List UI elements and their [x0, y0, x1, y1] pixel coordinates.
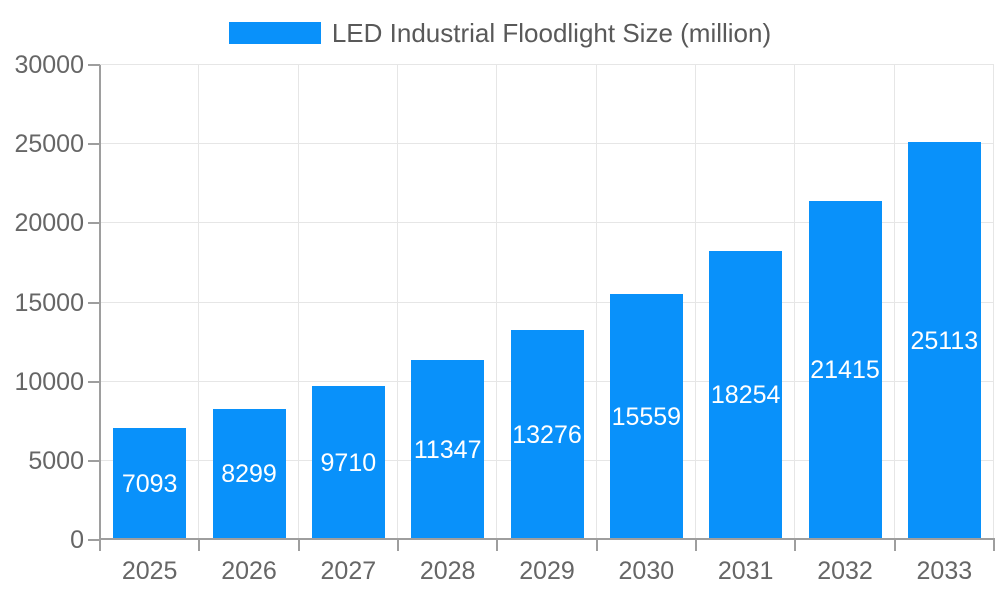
bar-value-label: 18254: [710, 381, 781, 410]
y-axis-line: [99, 65, 101, 540]
y-tick-label: 25000: [14, 130, 84, 159]
x-tick: [99, 538, 101, 551]
x-tick: [893, 538, 896, 551]
bar: [709, 250, 783, 539]
y-tick: [88, 539, 100, 541]
x-tick-label: 2028: [419, 557, 476, 585]
y-tick-label: 5000: [28, 446, 84, 475]
h-gridline: [100, 64, 994, 65]
h-gridline: [100, 222, 994, 224]
legend-swatch: [228, 22, 321, 44]
y-tick: [88, 143, 100, 146]
v-gridline: [496, 65, 498, 540]
bar-value-label: 21415: [810, 356, 880, 385]
v-gridline: [794, 65, 796, 540]
bar: [510, 329, 584, 539]
y-tick-label: 10000: [14, 367, 84, 396]
legend-label: LED Industrial Floodlight Size (million): [331, 18, 772, 48]
x-tick-label: 2033: [916, 557, 973, 585]
bar: [212, 408, 286, 539]
x-tick: [397, 538, 399, 551]
x-tick-label: 2029: [519, 557, 575, 585]
x-tick-label: 2032: [817, 557, 873, 585]
x-tick-label: 2025: [121, 557, 178, 585]
bar-value-label: 15559: [611, 402, 682, 431]
bar: [609, 293, 683, 539]
legend[interactable]: LED Industrial Floodlight Size (million): [0, 20, 1000, 46]
bar-value-label: 9710: [320, 449, 377, 478]
x-tick-label: 2030: [618, 557, 675, 585]
h-gridline: [100, 143, 994, 145]
y-tick: [88, 64, 100, 66]
bar: [311, 386, 385, 539]
x-tick: [595, 538, 598, 551]
bar: [808, 200, 882, 539]
x-tick: [993, 538, 995, 551]
v-gridline: [297, 65, 299, 540]
v-gridline: [893, 65, 895, 540]
bar-value-label: 11347: [413, 436, 482, 465]
y-tick: [88, 380, 100, 383]
bar: [907, 142, 981, 539]
x-tick: [794, 538, 797, 551]
bar-value-label: 25113: [910, 327, 979, 356]
x-tick: [695, 538, 697, 551]
y-tick: [88, 459, 100, 462]
x-tick-label: 2026: [221, 557, 277, 585]
x-tick: [297, 538, 300, 551]
x-tick: [198, 538, 201, 551]
y-tick: [88, 301, 100, 304]
y-tick-label: 0: [70, 526, 84, 554]
v-gridline: [198, 65, 200, 540]
h-gridline: [100, 301, 994, 303]
bar: [411, 360, 485, 539]
y-tick-label: 20000: [14, 209, 84, 238]
bar-value-label: 8299: [221, 460, 277, 489]
bar: [113, 427, 187, 539]
x-axis-line: [99, 538, 994, 540]
x-tick: [496, 538, 499, 551]
x-tick-label: 2031: [717, 557, 774, 585]
bar-value-label: 13276: [512, 420, 582, 449]
v-gridline: [695, 65, 696, 540]
y-tick-label: 30000: [14, 51, 84, 79]
bar-value-label: 7093: [121, 469, 178, 498]
x-tick-label: 2027: [320, 557, 377, 585]
v-gridline: [993, 65, 994, 540]
v-gridline: [397, 65, 398, 540]
y-tick: [88, 222, 100, 225]
y-tick-label: 15000: [14, 288, 84, 317]
v-gridline: [595, 65, 597, 540]
